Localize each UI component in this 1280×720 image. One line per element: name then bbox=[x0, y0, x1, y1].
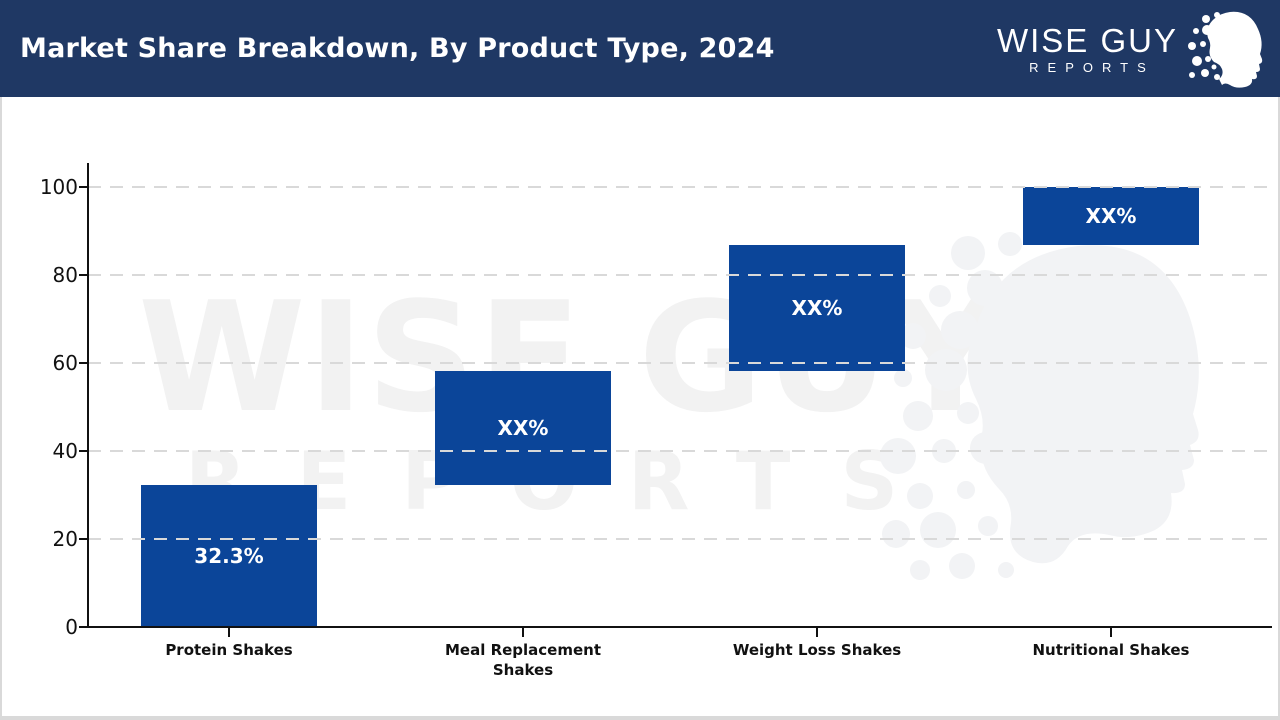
y-tick-80 bbox=[79, 274, 88, 276]
gridline-40 bbox=[88, 450, 1272, 452]
x-axis bbox=[87, 626, 1272, 628]
category-label-3: Nutritional Shakes bbox=[1032, 641, 1190, 659]
bar-protein-shakes: 32.3% bbox=[141, 484, 317, 627]
y-tick-0 bbox=[79, 626, 88, 628]
bar-value-label: XX% bbox=[1085, 204, 1137, 229]
bar-weight-loss-shakes: XX% bbox=[729, 245, 905, 371]
brand-head-icon bbox=[1188, 11, 1263, 88]
bar-meal-replacement-shakes: XX% bbox=[435, 370, 611, 485]
gridline-80 bbox=[88, 274, 1272, 276]
bar-value-label: 32.3% bbox=[194, 543, 264, 568]
y-axis bbox=[87, 163, 89, 628]
watermark-head-icon bbox=[880, 232, 1199, 580]
y-tick-label-40: 40 bbox=[52, 439, 78, 463]
header-bar: Market Share Breakdown, By Product Type,… bbox=[0, 0, 1280, 97]
page-border-bottom bbox=[0, 716, 1280, 720]
y-tick-100 bbox=[79, 186, 88, 188]
gridline-60 bbox=[88, 362, 1272, 364]
gridline-20 bbox=[88, 538, 1272, 540]
bar-value-label: XX% bbox=[791, 295, 843, 320]
x-tick-1 bbox=[522, 628, 524, 637]
x-tick-3 bbox=[1110, 628, 1112, 637]
y-tick-label-100: 100 bbox=[39, 175, 78, 199]
page-border-left bbox=[0, 97, 2, 720]
y-tick-40 bbox=[79, 450, 88, 452]
category-label-2: Weight Loss Shakes bbox=[732, 641, 902, 659]
brand-logo: WISE GUY REPORTS bbox=[997, 9, 1280, 89]
y-tick-label-20: 20 bbox=[52, 527, 78, 551]
page-title: Market Share Breakdown, By Product Type,… bbox=[20, 33, 775, 64]
bar-nutritional-shakes: XX% bbox=[1023, 187, 1199, 246]
category-label-1: Meal Replacement Shakes bbox=[444, 641, 602, 680]
page-border-right bbox=[1278, 97, 1280, 720]
x-tick-2 bbox=[816, 628, 818, 637]
bar-value-label: XX% bbox=[497, 415, 549, 440]
y-tick-label-60: 60 bbox=[52, 351, 78, 375]
x-tick-0 bbox=[228, 628, 230, 637]
brand-sub: REPORTS bbox=[1029, 59, 1155, 75]
gridline-100 bbox=[88, 186, 1272, 188]
y-tick-label-80: 80 bbox=[52, 263, 78, 287]
y-tick-20 bbox=[79, 538, 88, 540]
brand-logo-text: WISE GUY REPORTS bbox=[997, 24, 1178, 74]
y-tick-60 bbox=[79, 362, 88, 364]
y-tick-label-0: 0 bbox=[65, 615, 78, 639]
brand-name: WISE GUY bbox=[996, 21, 1178, 59]
category-label-0: Protein Shakes bbox=[165, 641, 293, 659]
